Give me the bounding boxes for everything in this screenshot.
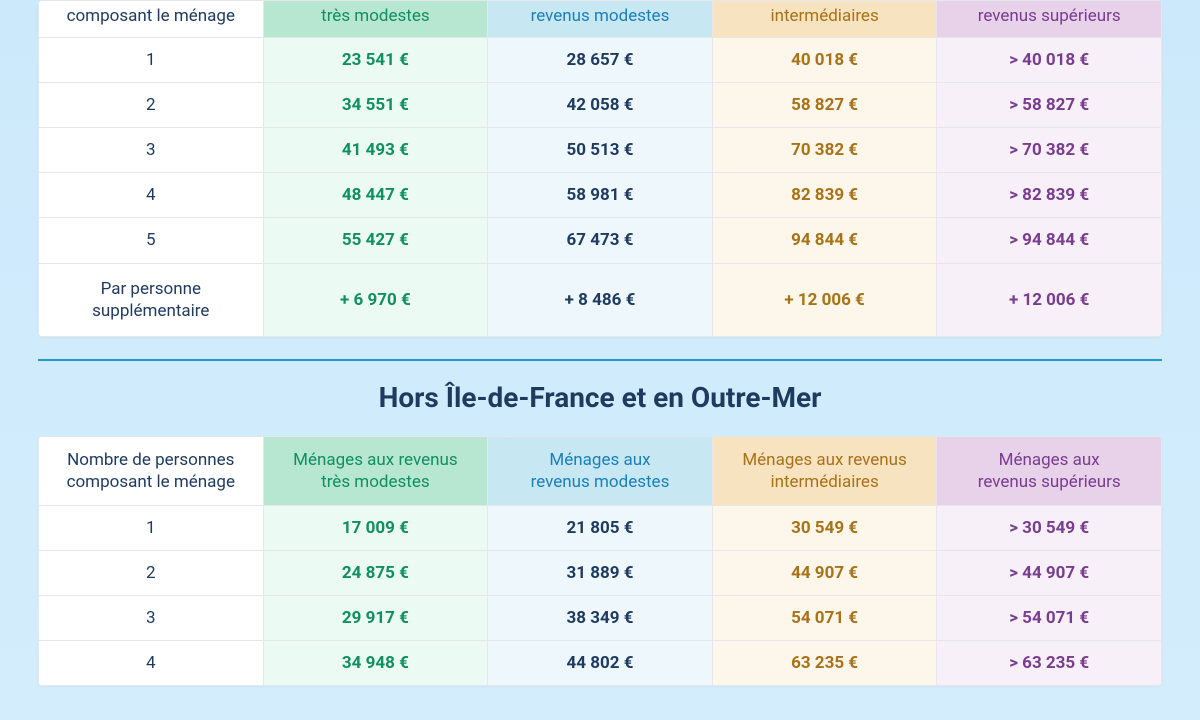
header-intermediaires: Ménages aux revenus intermédiaires [712, 436, 937, 505]
table-row: 4 34 948 € 44 802 € 63 235 € > 63 235 € [39, 641, 1162, 686]
cell-sup: > 40 018 € [937, 38, 1162, 83]
cell-inter: 40 018 € [712, 38, 937, 83]
table-1-col-label: composant le ménage [39, 1, 264, 38]
section-divider [38, 359, 1162, 361]
income-table-2: Nombre de personnes composant le ménage … [38, 436, 1162, 687]
cell-tres: 23 541 € [263, 38, 488, 83]
cell-sup: + 12 006 € [937, 263, 1162, 336]
cell-inter: 82 839 € [712, 173, 937, 218]
section-title: Hors Île-de-France et en Outre-Mer [38, 381, 1162, 414]
hdr-sup-l1: Ménages aux [999, 450, 1100, 470]
cell-inter: 58 827 € [712, 83, 937, 128]
row-label: Par personne supplémentaire [39, 263, 264, 336]
cell-mod: 58 981 € [488, 173, 713, 218]
header-intermediaires: intermédiaires [712, 1, 937, 38]
header-modestes: revenus modestes [488, 1, 713, 38]
header-tres-modestes: très modestes [263, 1, 488, 38]
cell-tres: 41 493 € [263, 128, 488, 173]
cell-sup: > 70 382 € [937, 128, 1162, 173]
cell-mod: 42 058 € [488, 83, 713, 128]
cell-mod: 50 513 € [488, 128, 713, 173]
row-label: 5 [39, 218, 264, 263]
cell-sup: > 44 907 € [937, 551, 1162, 596]
row-label: 3 [39, 596, 264, 641]
cell-tres: 48 447 € [263, 173, 488, 218]
header-tres-modestes: Ménages aux revenus très modestes [263, 436, 488, 505]
row-label: 3 [39, 128, 264, 173]
cell-inter: 30 549 € [712, 505, 937, 550]
cell-tres: 34 948 € [263, 641, 488, 686]
cell-inter: 54 071 € [712, 596, 937, 641]
table-1: composant le ménage très modestes revenu… [38, 0, 1162, 337]
header-modestes: Ménages aux revenus modestes [488, 436, 713, 505]
cell-tres: 17 009 € [263, 505, 488, 550]
row-label: 2 [39, 83, 264, 128]
cell-sup: > 63 235 € [937, 641, 1162, 686]
table-row: 1 23 541 € 28 657 € 40 018 € > 40 018 € [39, 38, 1162, 83]
table-row: 5 55 427 € 67 473 € 94 844 € > 94 844 € [39, 218, 1162, 263]
row-label: 2 [39, 551, 264, 596]
cell-tres: 24 875 € [263, 551, 488, 596]
row-label: 1 [39, 38, 264, 83]
header-superieurs: Ménages aux revenus supérieurs [937, 436, 1162, 505]
income-table-1: composant le ménage très modestes revenu… [38, 0, 1162, 337]
cell-mod: 44 802 € [488, 641, 713, 686]
cell-tres: + 6 970 € [263, 263, 488, 336]
table-row: 3 41 493 € 50 513 € 70 382 € > 70 382 € [39, 128, 1162, 173]
cell-mod: 28 657 € [488, 38, 713, 83]
cell-inter: + 12 006 € [712, 263, 937, 336]
table-row: 2 34 551 € 42 058 € 58 827 € > 58 827 € [39, 83, 1162, 128]
table-row: 1 17 009 € 21 805 € 30 549 € > 30 549 € [39, 505, 1162, 550]
cell-inter: 44 907 € [712, 551, 937, 596]
cell-sup: > 94 844 € [937, 218, 1162, 263]
cell-inter: 63 235 € [712, 641, 937, 686]
col-label-line2: composant le ménage [67, 472, 235, 492]
cell-sup: > 54 071 € [937, 596, 1162, 641]
hdr-sup-l2: revenus supérieurs [978, 472, 1121, 492]
row-label: 4 [39, 641, 264, 686]
hdr-mod-l2: revenus modestes [531, 472, 670, 492]
cell-mod: + 8 486 € [488, 263, 713, 336]
cell-tres: 29 917 € [263, 596, 488, 641]
cell-sup: > 82 839 € [937, 173, 1162, 218]
table-row: 3 29 917 € 38 349 € 54 071 € > 54 071 € [39, 596, 1162, 641]
cell-tres: 34 551 € [263, 83, 488, 128]
cell-tres: 55 427 € [263, 218, 488, 263]
cell-mod: 38 349 € [488, 596, 713, 641]
row-label: 4 [39, 173, 264, 218]
cell-mod: 31 889 € [488, 551, 713, 596]
table-2: Nombre de personnes composant le ménage … [38, 436, 1162, 687]
table-1-header-row: composant le ménage très modestes revenu… [39, 1, 1162, 38]
cell-inter: 70 382 € [712, 128, 937, 173]
hdr-inter-l2: intermédiaires [770, 472, 878, 492]
cell-sup: > 30 549 € [937, 505, 1162, 550]
hdr-mod-l1: Ménages aux [549, 450, 650, 470]
table-row: 2 24 875 € 31 889 € 44 907 € > 44 907 € [39, 551, 1162, 596]
table-row-extra-person: Par personne supplémentaire + 6 970 € + … [39, 263, 1162, 336]
header-superieurs: revenus supérieurs [937, 1, 1162, 38]
table-2-header-row: Nombre de personnes composant le ménage … [39, 436, 1162, 505]
table-2-col-label: Nombre de personnes composant le ménage [39, 436, 264, 505]
hdr-tres-l1: Ménages aux revenus [293, 450, 458, 470]
cell-sup: > 58 827 € [937, 83, 1162, 128]
hdr-tres-l2: très modestes [321, 472, 430, 492]
cell-inter: 94 844 € [712, 218, 937, 263]
cell-mod: 21 805 € [488, 505, 713, 550]
col-label-line1: Nombre de personnes [67, 450, 234, 470]
table-row: 4 48 447 € 58 981 € 82 839 € > 82 839 € [39, 173, 1162, 218]
cell-mod: 67 473 € [488, 218, 713, 263]
col-label-line: composant le ménage [67, 6, 235, 26]
row-label: 1 [39, 505, 264, 550]
hdr-inter-l1: Ménages aux revenus [742, 450, 907, 470]
